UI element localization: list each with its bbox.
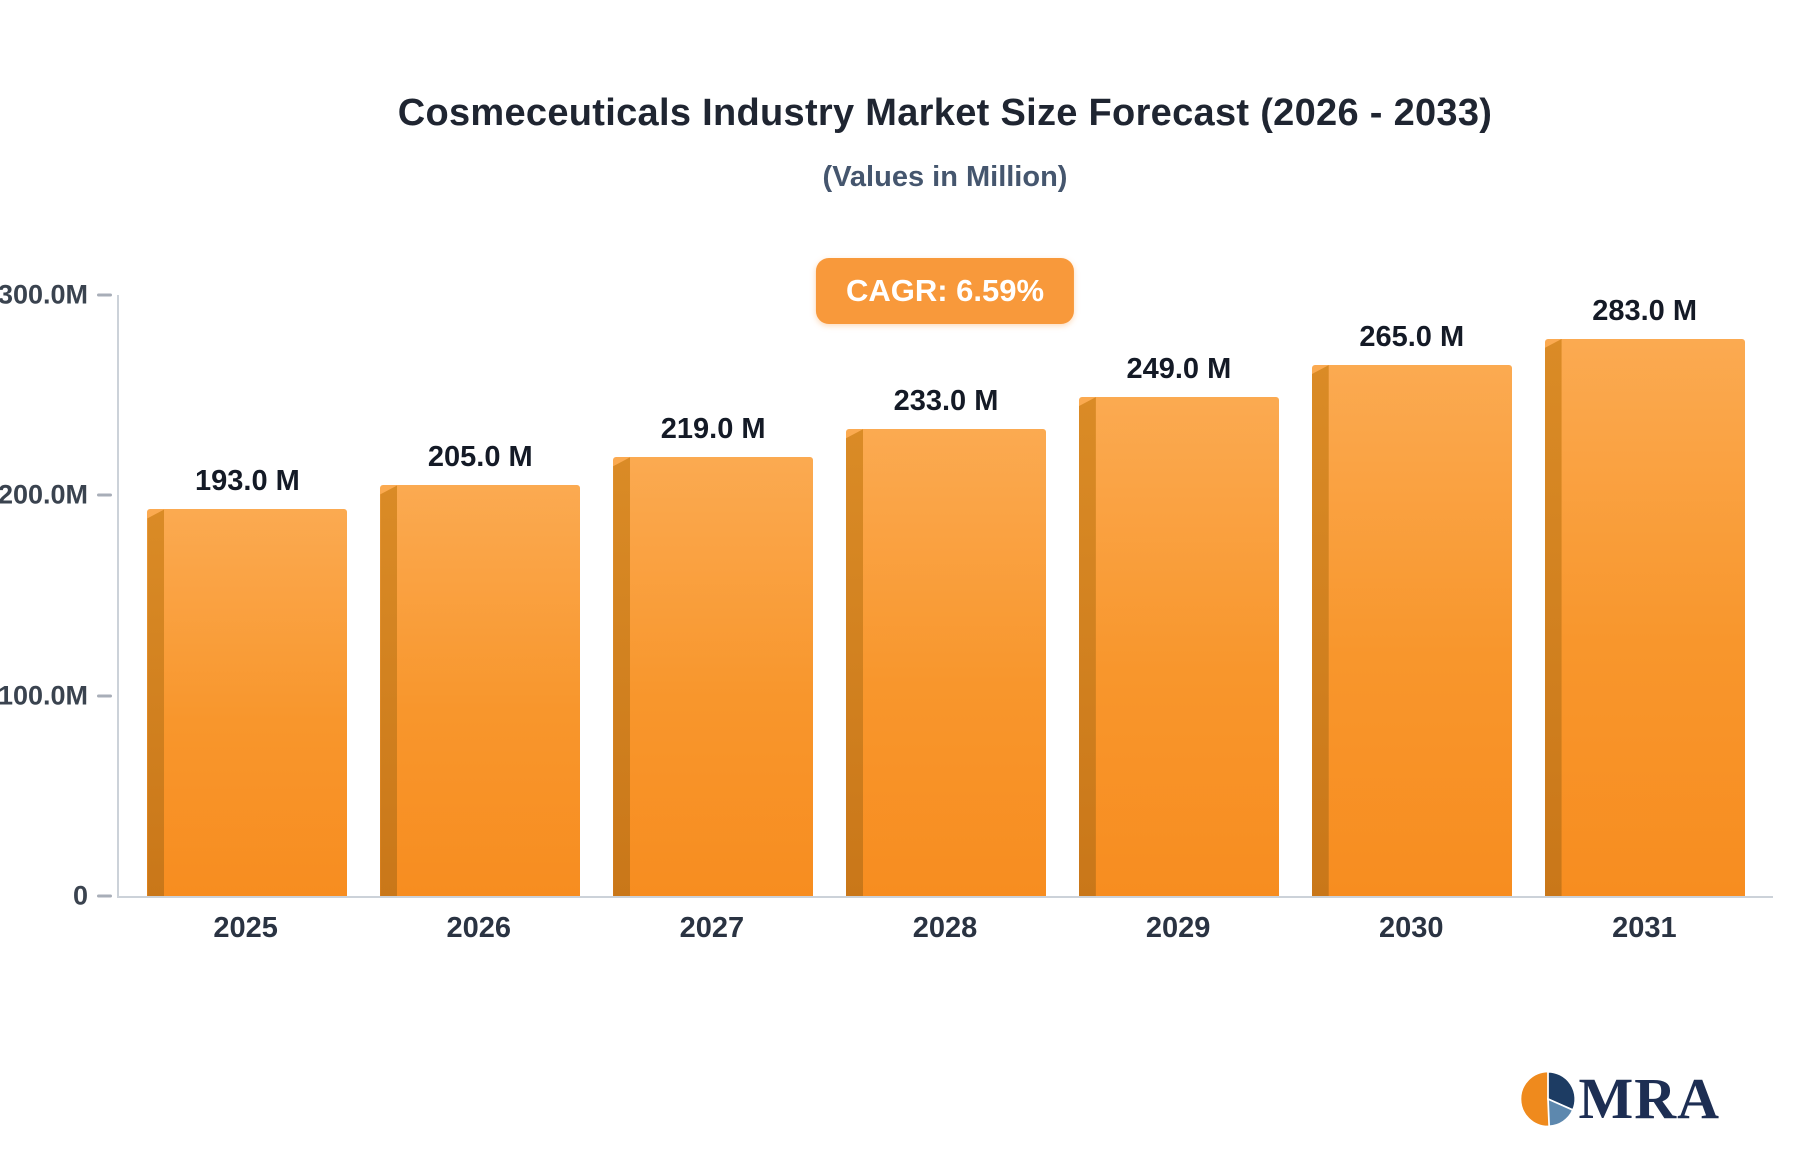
y-tick: 200.0M xyxy=(0,480,119,511)
bars-row: 193.0 M 205.0 M 219.0 M 233.0 M 249.0 M 265.0… xyxy=(119,295,1773,896)
bar-slot: 219.0 M xyxy=(597,295,830,896)
y-tick-mark xyxy=(97,694,112,698)
y-tick: 0 xyxy=(73,881,119,912)
bar-value-label: 205.0 M xyxy=(427,441,533,474)
bar xyxy=(613,457,814,896)
y-tick-label: 100.0M xyxy=(0,680,88,711)
x-axis-label: 2026 xyxy=(446,912,511,944)
x-axis-label: 2030 xyxy=(1379,912,1444,944)
bar-slot: 233.0 M xyxy=(830,295,1063,896)
chart-subtitle: (Values in Million) xyxy=(822,161,1068,193)
bar-value-label: 283.0 M xyxy=(1592,295,1697,327)
x-axis-label: 2031 xyxy=(1612,912,1677,944)
bar-value-label: 193.0 M xyxy=(195,465,300,498)
chart-header: Cosmeceuticals Industry Market Size Fore… xyxy=(117,92,1773,194)
chart-title: Cosmeceuticals Industry Market Size Fore… xyxy=(397,92,1493,134)
x-axis-label: 2029 xyxy=(1145,912,1211,944)
logo-pie-chart-icon xyxy=(1520,1070,1577,1128)
bar xyxy=(846,429,1046,896)
x-axis-label: 2028 xyxy=(912,912,978,944)
bar-slot: 205.0 M xyxy=(364,295,597,896)
bar xyxy=(147,509,348,896)
cagr-badge: CAGR: 6.59% xyxy=(815,258,1075,324)
y-tick-label: 300.0M xyxy=(0,279,88,310)
y-tick: 300.0M xyxy=(0,280,119,311)
y-tick-mark xyxy=(97,894,112,898)
bar-value-label: 219.0 M xyxy=(660,413,766,446)
y-tick: 100.0M xyxy=(0,680,119,711)
x-axis-labels: 2025 2026 2027 2028 2029 2030 2031 xyxy=(117,912,1773,945)
plot-area: 193.0 M 205.0 M 219.0 M 233.0 M 249.0 M 265.0… xyxy=(0,280,1773,911)
x-axis-label: 2027 xyxy=(679,912,745,944)
y-tick-label: 0 xyxy=(72,880,88,911)
y-tick-label: 200.0M xyxy=(0,479,88,510)
bar-slot: 193.0 M xyxy=(131,295,364,896)
bar-slot: 265.0 M xyxy=(1295,295,1528,896)
bar xyxy=(1311,365,1512,896)
bar xyxy=(1544,339,1745,896)
bar-value-label: 265.0 M xyxy=(1359,321,1465,354)
bar-slot: 283.0 M xyxy=(1528,295,1761,896)
bar-value-label: 249.0 M xyxy=(1126,353,1232,386)
logo-text: MRA xyxy=(1578,1066,1720,1131)
bar xyxy=(1078,397,1279,896)
bar xyxy=(380,485,581,896)
bar-slot: 249.0 M xyxy=(1062,295,1295,896)
bar-value-label: 233.0 M xyxy=(893,385,999,418)
y-tick-mark xyxy=(97,493,112,497)
x-axis-label: 2025 xyxy=(213,912,278,944)
y-tick-mark xyxy=(97,293,112,297)
mra-logo: MRA xyxy=(1519,1070,1720,1128)
